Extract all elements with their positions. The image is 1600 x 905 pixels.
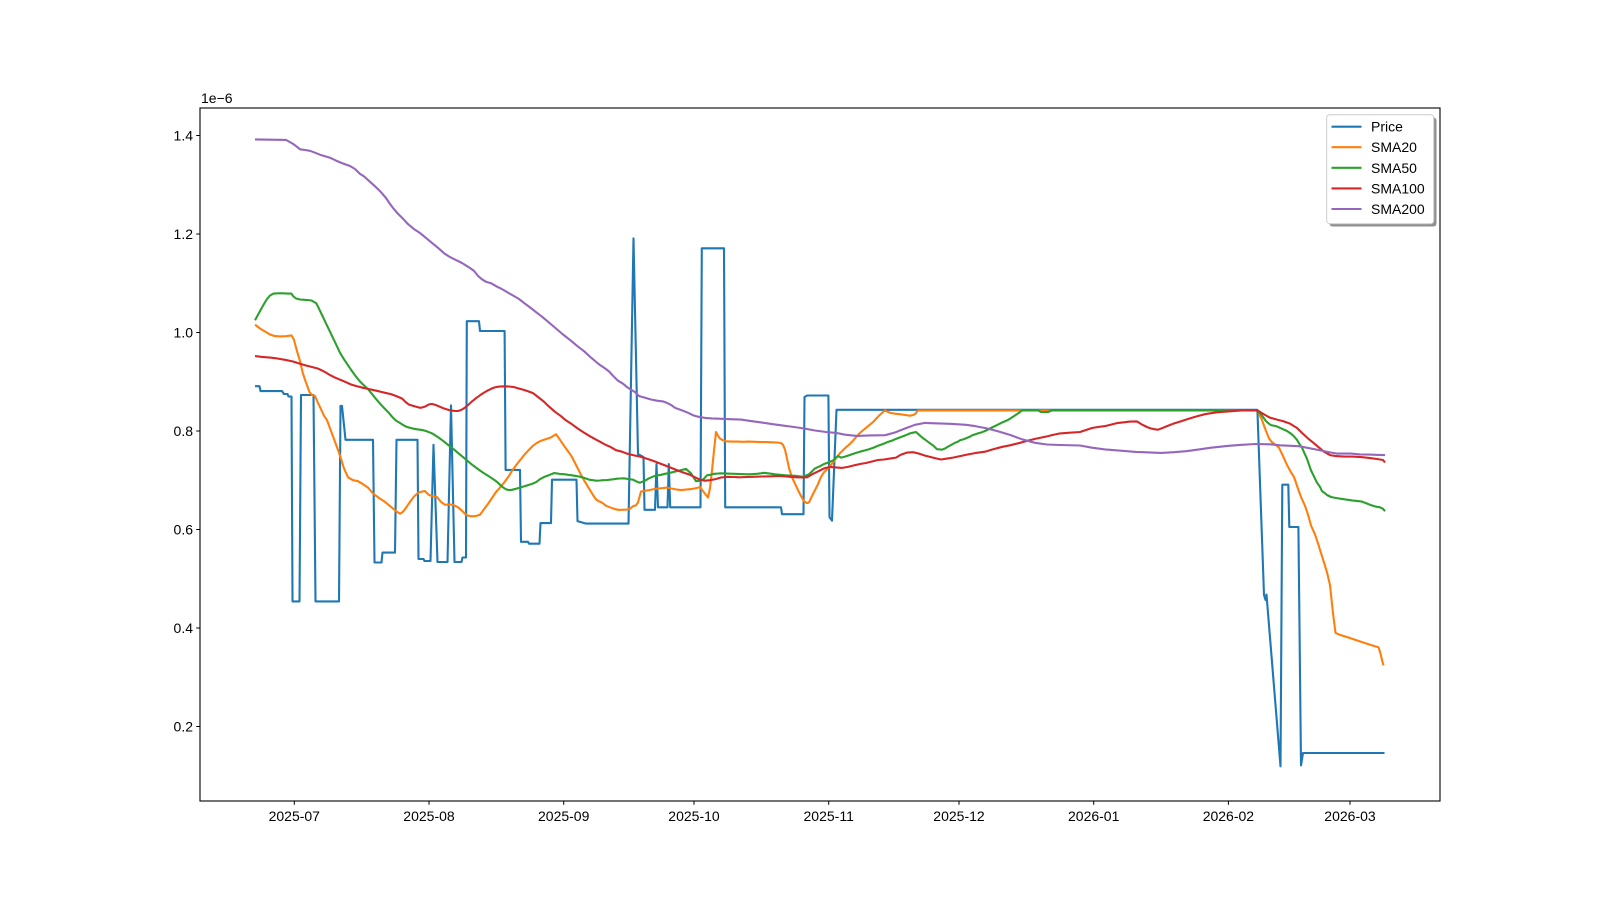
svg-text:0.8: 0.8 bbox=[174, 423, 194, 439]
svg-text:2025-08: 2025-08 bbox=[403, 808, 455, 824]
svg-text:2025-11: 2025-11 bbox=[804, 808, 855, 824]
svg-text:2025-10: 2025-10 bbox=[668, 808, 720, 824]
svg-text:1.4: 1.4 bbox=[174, 128, 194, 144]
svg-text:2025-07: 2025-07 bbox=[269, 808, 321, 824]
svg-text:SMA20: SMA20 bbox=[1371, 139, 1417, 155]
svg-text:SMA200: SMA200 bbox=[1371, 201, 1425, 217]
svg-text:1.0: 1.0 bbox=[174, 325, 194, 341]
svg-text:2025-09: 2025-09 bbox=[538, 808, 590, 824]
svg-text:0.2: 0.2 bbox=[174, 719, 194, 735]
svg-text:2026-03: 2026-03 bbox=[1324, 808, 1376, 824]
svg-text:SMA50: SMA50 bbox=[1371, 160, 1417, 176]
svg-text:Price: Price bbox=[1371, 119, 1403, 135]
svg-text:0.6: 0.6 bbox=[174, 522, 194, 538]
svg-text:0.4: 0.4 bbox=[174, 620, 194, 636]
svg-text:1e−6: 1e−6 bbox=[201, 90, 233, 106]
svg-text:2026-02: 2026-02 bbox=[1203, 808, 1255, 824]
svg-text:1.2: 1.2 bbox=[174, 226, 194, 242]
svg-text:2025-12: 2025-12 bbox=[933, 808, 985, 824]
svg-text:SMA100: SMA100 bbox=[1371, 180, 1425, 196]
svg-text:2026-01: 2026-01 bbox=[1068, 808, 1120, 824]
